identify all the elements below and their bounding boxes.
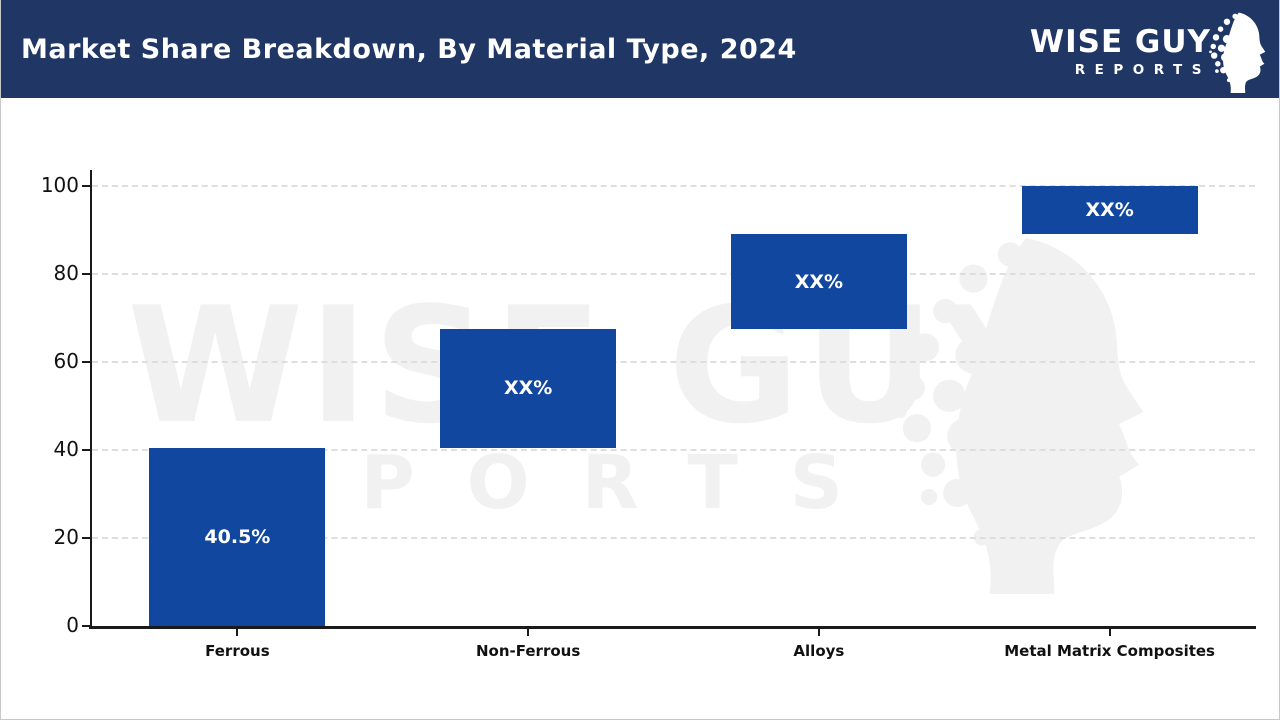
x-tick-mark	[1108, 629, 1111, 636]
y-tick-mark	[82, 537, 91, 539]
y-tick-mark	[82, 625, 91, 627]
y-axis-line	[90, 170, 92, 629]
x-category-label: Alloys	[793, 642, 845, 660]
gridline	[92, 273, 1255, 275]
y-tick-mark	[82, 361, 91, 363]
wise-guy-logo: WISE GUY REPORTS	[1030, 6, 1269, 96]
x-category-label: Metal Matrix Composites	[1004, 642, 1215, 660]
y-tick-mark	[82, 185, 91, 187]
bar-alloys: XX%	[730, 234, 907, 329]
gridline	[92, 185, 1255, 187]
x-axis-line	[89, 626, 1256, 629]
gridline	[92, 537, 1255, 539]
x-category-label: Ferrous	[205, 642, 270, 660]
y-tick-mark	[82, 449, 91, 451]
bar-value-label: XX%	[794, 270, 844, 293]
x-tick-mark	[817, 629, 820, 636]
y-tick-label: 80	[53, 261, 79, 285]
bar-value-label: 40.5%	[204, 525, 271, 548]
y-tick-label: 100	[40, 173, 79, 197]
page-title: Market Share Breakdown, By Material Type…	[21, 33, 797, 65]
bar-value-label: XX%	[503, 377, 553, 400]
y-tick-label: 60	[53, 349, 79, 373]
logo-subtext: REPORTS	[1074, 61, 1211, 78]
bar-metal-matrix-composites: XX%	[1021, 186, 1198, 235]
bar-non-ferrous: XX%	[440, 329, 617, 448]
wise-guy-head-icon	[1209, 12, 1266, 93]
y-tick-label: 40	[53, 437, 79, 461]
y-tick-label: 0	[66, 613, 79, 637]
header-bar: Market Share Breakdown, By Material Type…	[1, 0, 1279, 98]
x-category-label: Non-Ferrous	[475, 642, 581, 660]
bar-ferrous: 40.5%	[149, 447, 326, 626]
y-tick-mark	[82, 273, 91, 275]
y-tick-label: 20	[53, 525, 79, 549]
watermark-head-icon	[873, 222, 1163, 598]
x-tick-mark	[236, 629, 239, 636]
x-tick-mark	[527, 629, 530, 636]
gridline	[92, 361, 1255, 363]
gridline	[92, 449, 1255, 451]
logo-wordmark: WISE GUY	[1029, 23, 1211, 60]
bar-value-label: XX%	[1085, 199, 1134, 222]
